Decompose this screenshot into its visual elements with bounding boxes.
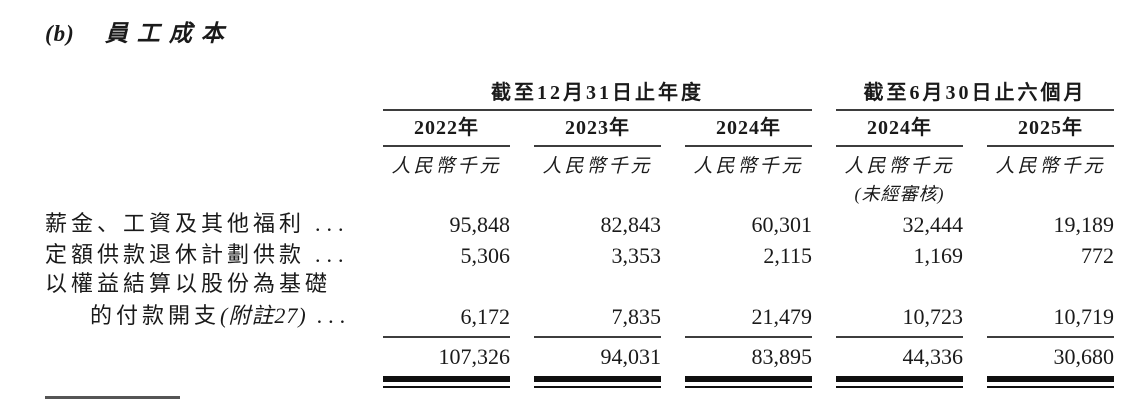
double-rule <box>685 376 812 388</box>
note-reference: (附註27) <box>220 303 307 328</box>
year-header-row: 2022年 2023年 2024年 2024年 2025年 <box>40 104 1140 147</box>
column-group-six-months: 截至6月30日止六個月 <box>836 76 1114 111</box>
cell-value: 32,444 <box>902 212 964 237</box>
unit-label: 人民幣千元 <box>844 156 955 177</box>
double-rule <box>836 376 963 388</box>
total-value: 44,336 <box>836 336 963 370</box>
cell-value: 1,169 <box>913 243 964 268</box>
cell-value: 60,301 <box>751 212 813 237</box>
row-label-text: 薪金、工資及其他福利 <box>45 211 306 236</box>
cell-value: 6,172 <box>460 304 511 329</box>
dot-leader: ... <box>315 211 350 236</box>
unit-label: 人民幣千元 <box>391 156 502 177</box>
dot-leader: ... <box>316 303 352 328</box>
page-title: 員工成本 <box>104 21 233 46</box>
year-header-2025: 2025年 <box>987 111 1114 147</box>
row-label: 薪金、工資及其他福利... <box>40 206 359 238</box>
cell-value: 7,835 <box>611 304 662 329</box>
section-heading: (b) 員工成本 <box>45 14 233 48</box>
total-double-rule-row <box>40 376 1140 388</box>
dot-leader: ... <box>315 242 350 267</box>
table-row-total: 107,326 94,031 83,895 44,336 30,680 <box>40 336 1140 370</box>
cell-value: 95,848 <box>449 212 511 237</box>
column-group-header-row: 截至12月31日止年度 截至6月30日止六個月 <box>40 76 1140 111</box>
total-value: 94,031 <box>534 336 661 370</box>
double-rule <box>534 376 661 388</box>
unit-label: 人民幣千元 <box>693 156 804 177</box>
row-label: 的付款開支(附註27)... <box>40 298 359 330</box>
table-row-salaries: 薪金、工資及其他福利... 95,848 82,843 60,301 32,44… <box>40 206 1140 237</box>
row-label: 定額供款退休計劃供款... <box>40 237 359 269</box>
year-header-2024: 2024年 <box>685 111 812 147</box>
cell-value: 2,115 <box>763 243 812 268</box>
row-label-text: 定額供款退休計劃供款 <box>45 242 306 267</box>
cell-value: 21,479 <box>751 304 813 329</box>
total-value: 30,680 <box>987 336 1114 370</box>
unaudited-note: (未經審核) <box>854 184 945 204</box>
row-label: 以權益結算以股份為基礎 <box>45 271 332 296</box>
table-row-retirement: 定額供款退休計劃供款... 5,306 3,353 2,115 1,169 77… <box>40 237 1140 269</box>
cell-value: 3,353 <box>611 243 662 268</box>
cell-value: 82,843 <box>600 212 662 237</box>
section-marker: (b) <box>45 21 75 46</box>
total-value: 83,895 <box>685 336 812 370</box>
year-header-2023: 2023年 <box>534 111 661 147</box>
double-rule <box>383 376 510 388</box>
cell-value: 5,306 <box>460 243 511 268</box>
table-row-share-based-line2: 的付款開支(附註27)... 6,172 7,835 21,479 10,723… <box>40 294 1140 330</box>
unit-label: 人民幣千元 <box>542 156 653 177</box>
year-header-2024-interim: 2024年 <box>836 111 963 147</box>
cell-value: 19,189 <box>1053 212 1115 237</box>
unaudited-note-row: (未經審核) <box>40 178 1140 206</box>
cell-value: 772 <box>1081 243 1114 268</box>
column-group-year-ended: 截至12月31日止年度 <box>383 76 812 111</box>
table-row-share-based-line1: 以權益結算以股份為基礎 <box>40 266 1140 296</box>
year-header-2022: 2022年 <box>383 111 510 147</box>
cell-value: 10,723 <box>902 304 964 329</box>
row-label-text: 的付款開支 <box>90 303 221 328</box>
double-rule <box>987 376 1114 388</box>
unit-row: 人民幣千元 人民幣千元 人民幣千元 人民幣千元 人民幣千元 <box>40 147 1140 178</box>
total-value: 107,326 <box>383 336 510 370</box>
unit-label: 人民幣千元 <box>995 156 1106 177</box>
cell-value: 10,719 <box>1053 304 1115 329</box>
footnote-rule <box>45 396 180 399</box>
employee-cost-table: 截至12月31日止年度 截至6月30日止六個月 2022年 2023年 2024… <box>40 76 1140 388</box>
